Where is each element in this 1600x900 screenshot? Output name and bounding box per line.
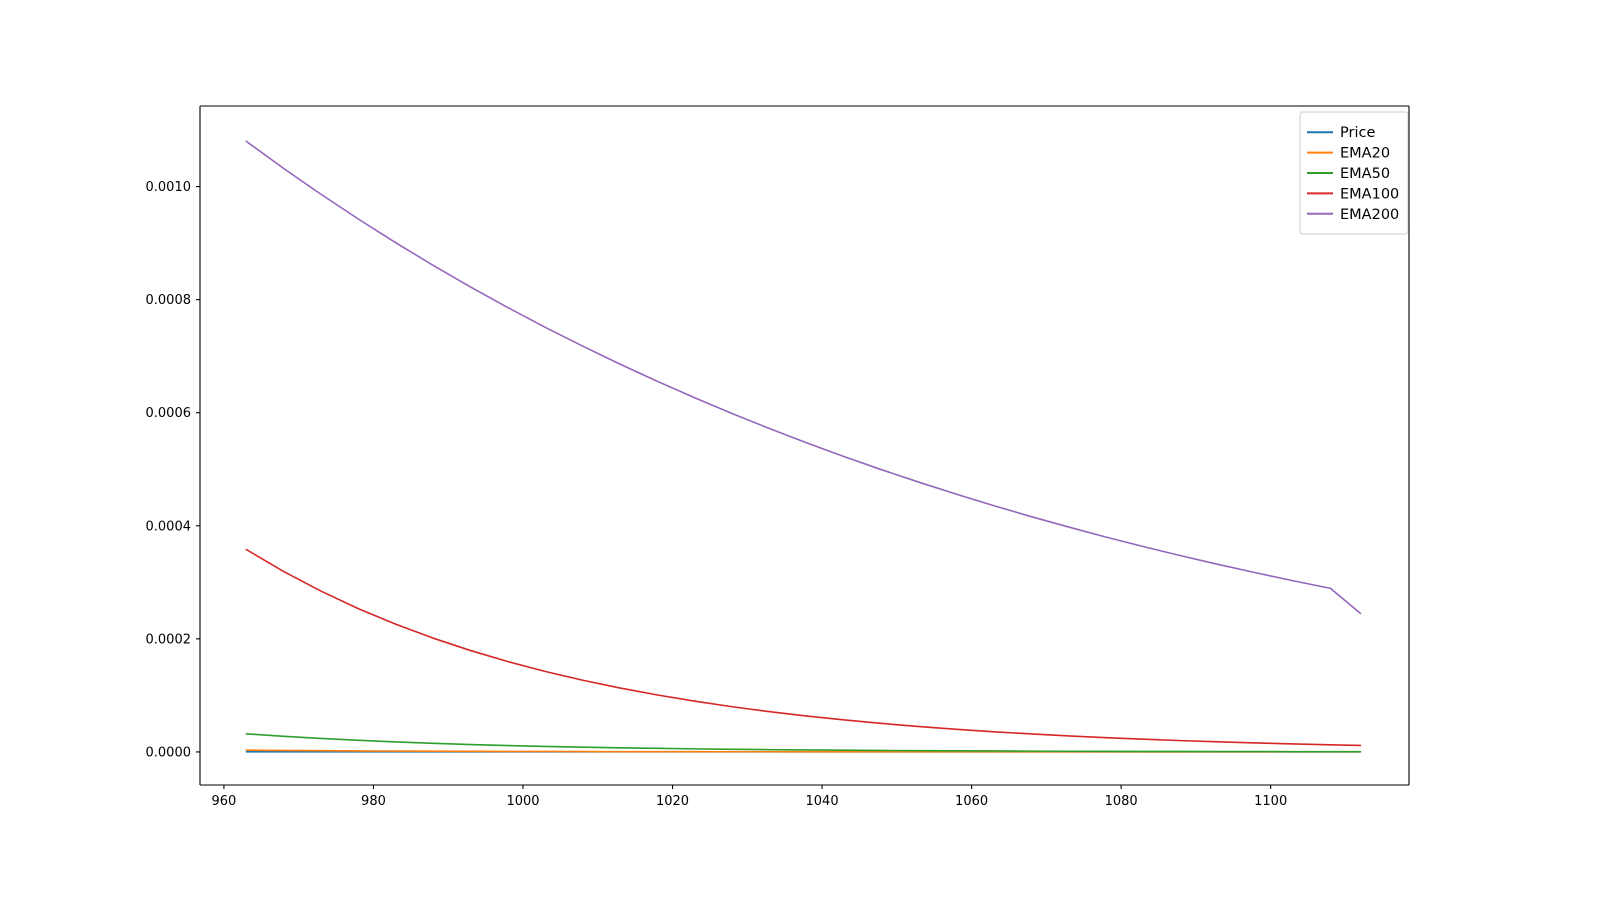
y-tick-label: 0.0000: [146, 745, 192, 760]
data-lines-group: [245, 140, 1362, 753]
legend-frame: [1299, 111, 1409, 235]
data-line-ema200: [245, 140, 1362, 615]
legend-label-price: Price: [1340, 125, 1375, 141]
x-tick-label: 1040: [806, 794, 839, 809]
legend-label-ema50: EMA50: [1340, 166, 1390, 182]
legend-item-price[interactable]: Price: [1307, 125, 1375, 141]
y-tick-label: 0.0008: [146, 293, 192, 308]
legend-label-ema200: EMA200: [1340, 207, 1399, 223]
x-axis-ticks: 960 980 1000 1020 1040 1060 1080 1100: [212, 785, 1287, 809]
legend-item-ema50[interactable]: EMA50: [1307, 166, 1390, 182]
axis-spines: [199, 105, 1410, 786]
x-tick-label: 1100: [1254, 794, 1287, 809]
x-tick-label: 1080: [1105, 794, 1138, 809]
plot-area-background: [200, 106, 1409, 785]
legend-label-ema100: EMA100: [1340, 186, 1399, 202]
data-line-ema100: [245, 548, 1362, 747]
chart-legend[interactable]: Price EMA20 EMA50 EMA100 EMA200: [1299, 111, 1409, 235]
x-tick-label: 960: [212, 794, 237, 809]
y-tick-label: 0.0004: [146, 519, 192, 534]
y-tick-label: 0.0010: [146, 180, 192, 195]
x-tick-label: 1060: [955, 794, 988, 809]
x-tick-label: 980: [361, 794, 386, 809]
data-line-ema50: [245, 733, 1362, 753]
x-tick-label: 1000: [506, 794, 539, 809]
y-axis-ticks: 0.0000 0.0002 0.0004 0.0006 0.0008 0.0010: [146, 180, 200, 760]
legend-item-ema20[interactable]: EMA20: [1307, 146, 1390, 162]
y-tick-label: 0.0006: [146, 406, 192, 421]
legend-item-ema200[interactable]: EMA200: [1307, 207, 1399, 223]
legend-label-ema20: EMA20: [1340, 146, 1390, 162]
x-tick-label: 1020: [656, 794, 689, 809]
legend-item-ema100[interactable]: EMA100: [1307, 186, 1399, 202]
y-tick-label: 0.0002: [146, 632, 192, 647]
